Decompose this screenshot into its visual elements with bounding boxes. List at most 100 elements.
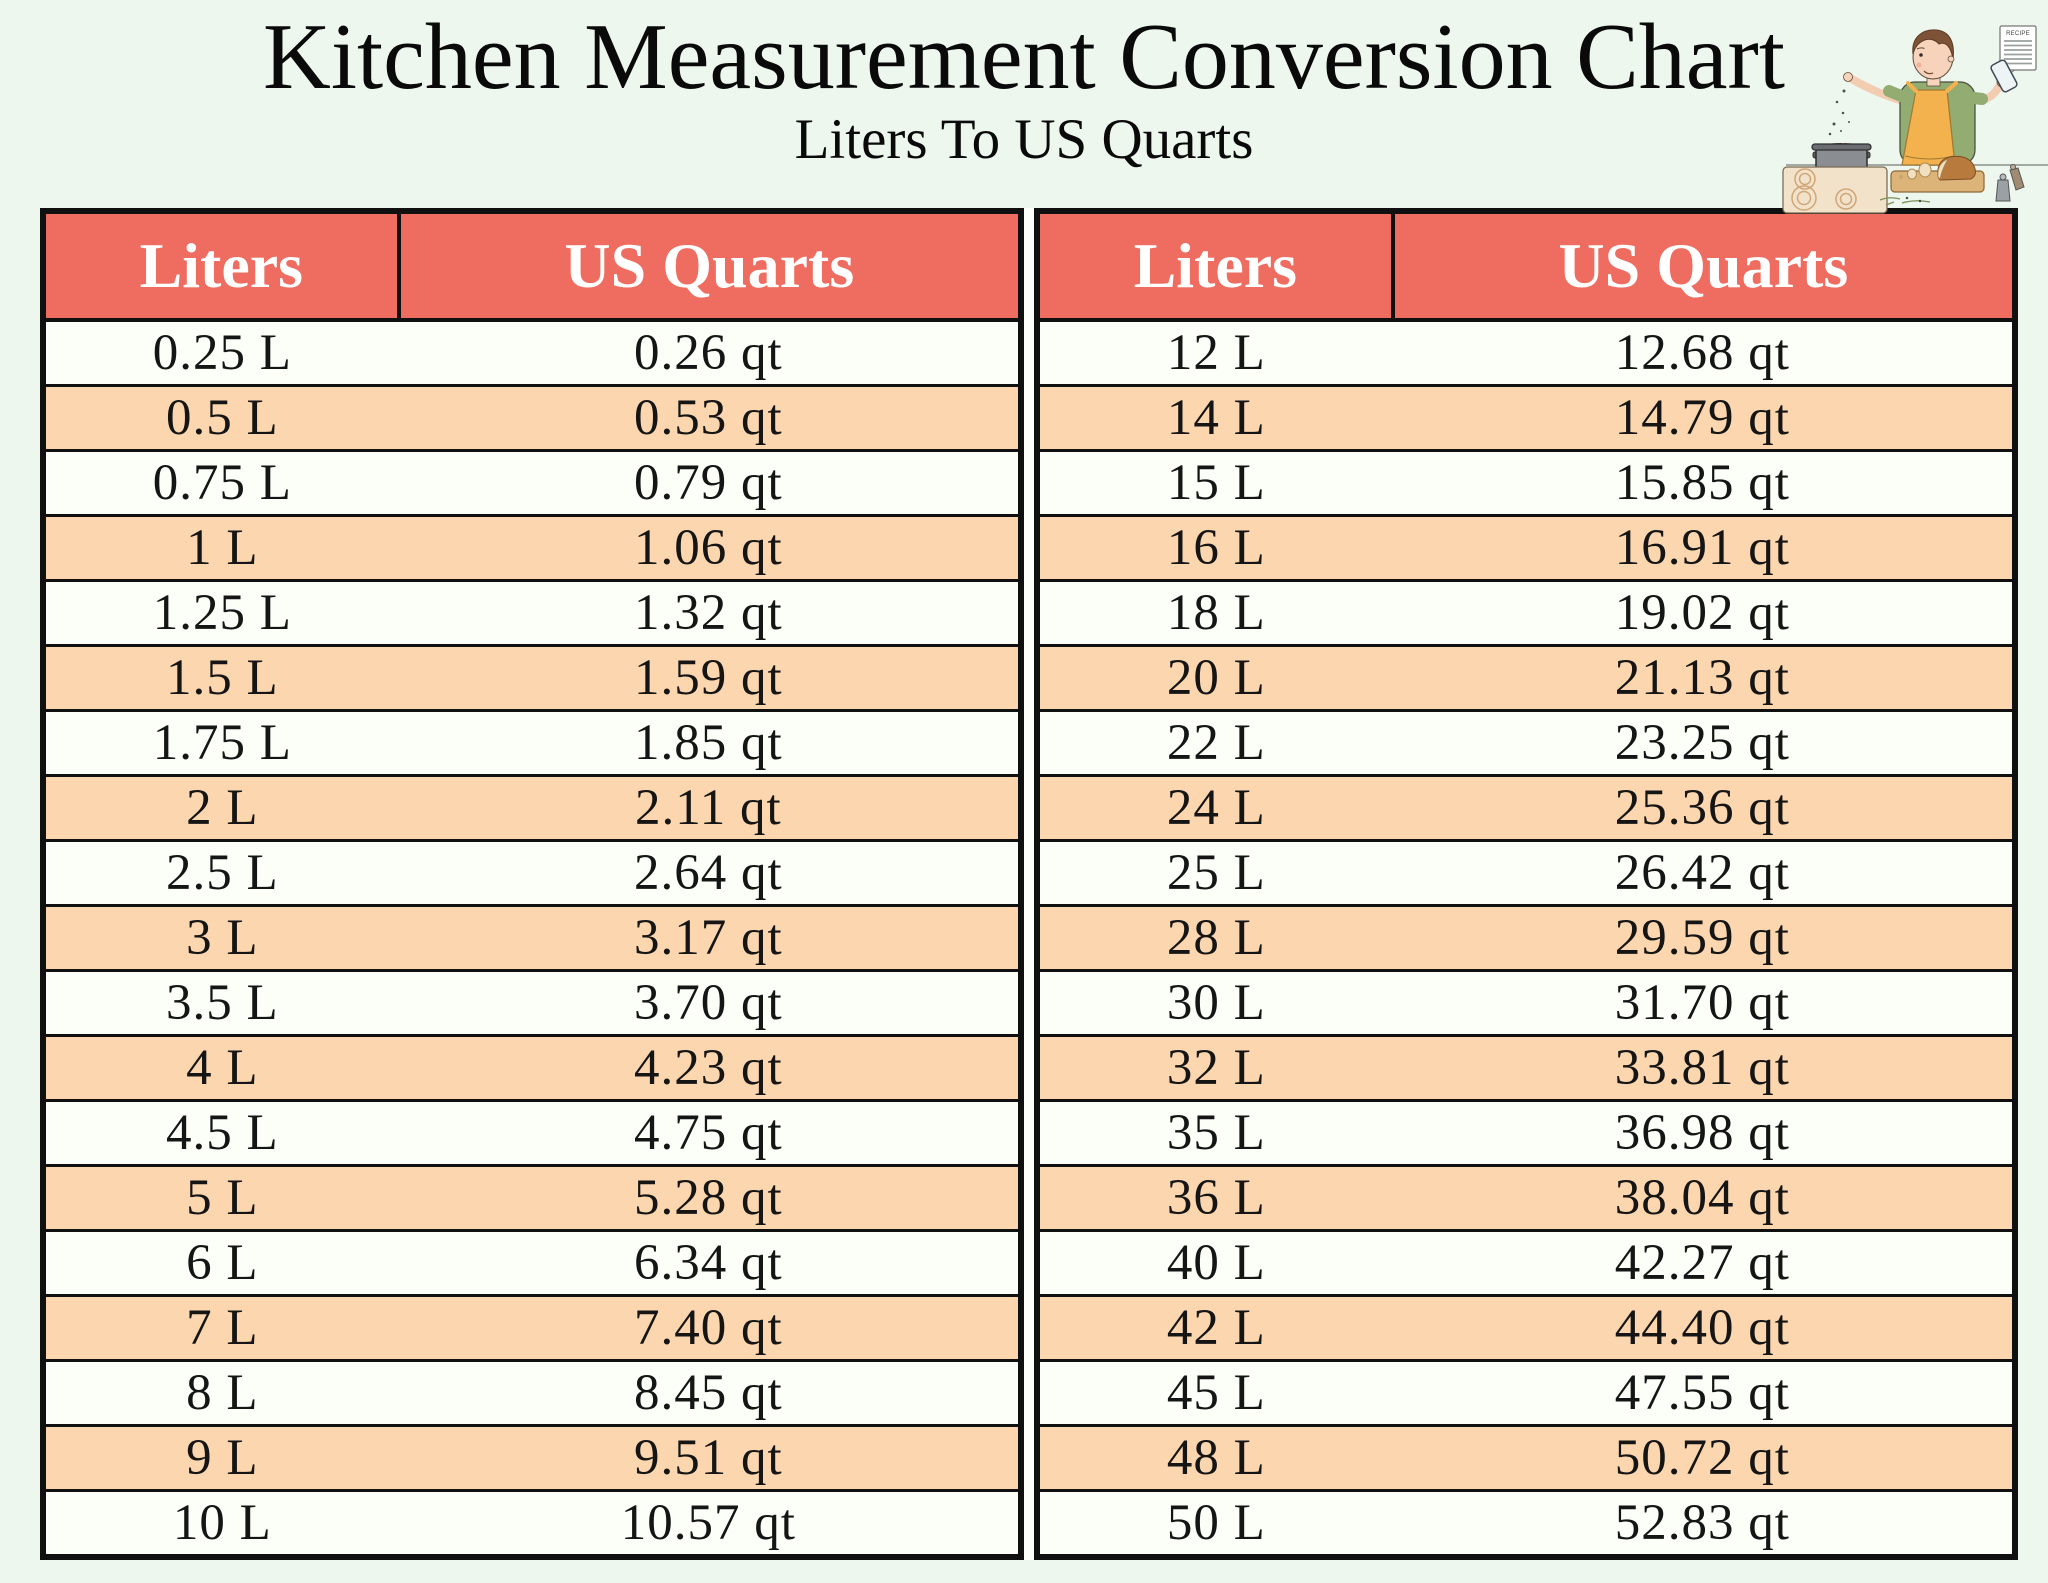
quarts-cell: 26.42 qt (1614, 845, 1790, 901)
table-row: 12 L 12.68 qt (1037, 320, 2015, 386)
liters-cell: 5 L (186, 1170, 259, 1226)
quarts-cell: 42.27 qt (1614, 1235, 1790, 1291)
table-row: 0.5 L 0.53 qt (43, 385, 1021, 451)
liters-cell: 2 L (186, 780, 259, 836)
table-row: 1.25 L 1.32 qt (43, 580, 1021, 646)
quarts-cell: 31.70 qt (1614, 975, 1790, 1031)
quarts-cell: 0.79 qt (634, 455, 783, 511)
salt-pepper-shakers-icon (1995, 164, 2025, 202)
quarts-cell: 25.36 qt (1614, 780, 1790, 836)
table-row: 1.5 L 1.59 qt (43, 645, 1021, 711)
liters-cell: 7 L (186, 1300, 259, 1356)
quarts-cell: 1.06 qt (634, 520, 783, 576)
liters-cell: 10 L (172, 1495, 272, 1551)
liters-cell: 45 L (1166, 1365, 1266, 1421)
table-row: 5 L 5.28 qt (43, 1165, 1021, 1231)
table-row: 6 L 6.34 qt (43, 1230, 1021, 1296)
quarts-cell: 10.57 qt (620, 1495, 796, 1551)
quarts-cell: 4.23 qt (634, 1040, 783, 1096)
table-row: 45 L 47.55 qt (1037, 1360, 2015, 1426)
table-row: 35 L 36.98 qt (1037, 1100, 2015, 1166)
chef-cooking-illustration: RECIPE (1782, 25, 2048, 214)
liters-cell: 32 L (1166, 1040, 1266, 1096)
conversion-table-left: Liters US Quarts 0.25 L 0.26 qt 0.5 L 0.53 … (40, 208, 1024, 1560)
table-row: 50 L 52.83 qt (1037, 1490, 2015, 1558)
table-row: 28 L 29.59 qt (1037, 905, 2015, 971)
table-row: 30 L 31.70 qt (1037, 970, 2015, 1036)
liters-cell: 48 L (1166, 1430, 1266, 1486)
quarts-cell: 2.11 qt (634, 780, 782, 836)
recipe-bubble-label: RECIPE (2006, 31, 2030, 37)
recipe-bubble: RECIPE (1999, 25, 2037, 80)
liters-cell: 42 L (1166, 1300, 1266, 1356)
column-header-liters: Liters (43, 211, 401, 322)
table-row: 1 L 1.06 qt (43, 515, 1021, 581)
liters-cell: 9 L (186, 1430, 259, 1486)
table-row: 20 L 21.13 qt (1037, 645, 2015, 711)
liters-cell: 18 L (1166, 585, 1266, 641)
quarts-cell: 12.68 qt (1614, 325, 1790, 381)
column-header-us-quarts: US Quarts (398, 211, 1021, 322)
chef-figure (1843, 29, 2008, 166)
quarts-cell: 29.59 qt (1614, 910, 1790, 966)
table-row: 0.25 L 0.26 qt (43, 320, 1021, 386)
quarts-cell: 19.02 qt (1614, 585, 1790, 641)
column-header-us-quarts: US Quarts (1392, 211, 2015, 322)
quarts-cell: 6.34 qt (634, 1235, 783, 1291)
quarts-cell: 1.85 qt (634, 715, 783, 771)
liters-cell: 22 L (1166, 715, 1266, 771)
quarts-cell: 47.55 qt (1614, 1365, 1790, 1421)
quarts-cell: 9.51 qt (634, 1430, 783, 1486)
table-row: 0.75 L 0.79 qt (43, 450, 1021, 516)
quarts-cell: 1.59 qt (634, 650, 783, 706)
quarts-cell: 14.79 qt (1614, 390, 1790, 446)
quarts-cell: 15.85 qt (1614, 455, 1790, 511)
table-row: 22 L 23.25 qt (1037, 710, 2015, 776)
quarts-cell: 33.81 qt (1614, 1040, 1790, 1096)
quarts-cell: 5.28 qt (634, 1170, 783, 1226)
liters-cell: 15 L (1166, 455, 1266, 511)
liters-cell: 1.25 L (152, 585, 292, 641)
table-row: 1.75 L 1.85 qt (43, 710, 1021, 776)
seasoning-dots (1828, 89, 1850, 136)
table-row: 40 L 42.27 qt (1037, 1230, 2015, 1296)
table-row: 25 L 26.42 qt (1037, 840, 2015, 906)
liters-cell: 35 L (1166, 1105, 1266, 1161)
table-row: 4.5 L 4.75 qt (43, 1100, 1021, 1166)
table-row: 36 L 38.04 qt (1037, 1165, 2015, 1231)
quarts-cell: 16.91 qt (1614, 520, 1790, 576)
column-header-liters: Liters (1037, 211, 1395, 322)
herbs (1879, 196, 1931, 206)
table-row: 10 L 10.57 qt (43, 1490, 1021, 1558)
quarts-cell: 1.32 qt (634, 585, 783, 641)
table-row: 9 L 9.51 qt (43, 1425, 1021, 1491)
liters-cell: 40 L (1166, 1235, 1266, 1291)
table-row: 42 L 44.40 qt (1037, 1295, 2015, 1361)
table-row: 14 L 14.79 qt (1037, 385, 2015, 451)
table-row: 3 L 3.17 qt (43, 905, 1021, 971)
quarts-cell: 2.64 qt (634, 845, 783, 901)
liters-cell: 24 L (1166, 780, 1266, 836)
quarts-cell: 3.70 qt (634, 975, 783, 1031)
header-row: Liters US Quarts (1037, 211, 2015, 322)
liters-cell: 3.5 L (166, 975, 279, 1031)
liters-cell: 50 L (1166, 1495, 1266, 1551)
liters-cell: 20 L (1166, 650, 1266, 706)
liters-cell: 14 L (1166, 390, 1266, 446)
table-row: 24 L 25.36 qt (1037, 775, 2015, 841)
quarts-cell: 21.13 qt (1614, 650, 1790, 706)
liters-cell: 4 L (186, 1040, 259, 1096)
quarts-cell: 44.40 qt (1614, 1300, 1790, 1356)
smartphone-icon (1990, 59, 2018, 93)
page-title: Kitchen Measurement Conversion Chart (263, 5, 1785, 109)
table-row: 15 L 15.85 qt (1037, 450, 2015, 516)
liters-cell: 6 L (186, 1235, 259, 1291)
liters-cell: 36 L (1166, 1170, 1266, 1226)
liters-cell: 0.25 L (152, 325, 292, 381)
liters-cell: 16 L (1166, 520, 1266, 576)
quarts-cell: 8.45 qt (634, 1365, 783, 1421)
quarts-cell: 36.98 qt (1614, 1105, 1790, 1161)
quarts-cell: 38.04 qt (1614, 1170, 1790, 1226)
quarts-cell: 50.72 qt (1614, 1430, 1790, 1486)
table-row: 4 L 4.23 qt (43, 1035, 1021, 1101)
